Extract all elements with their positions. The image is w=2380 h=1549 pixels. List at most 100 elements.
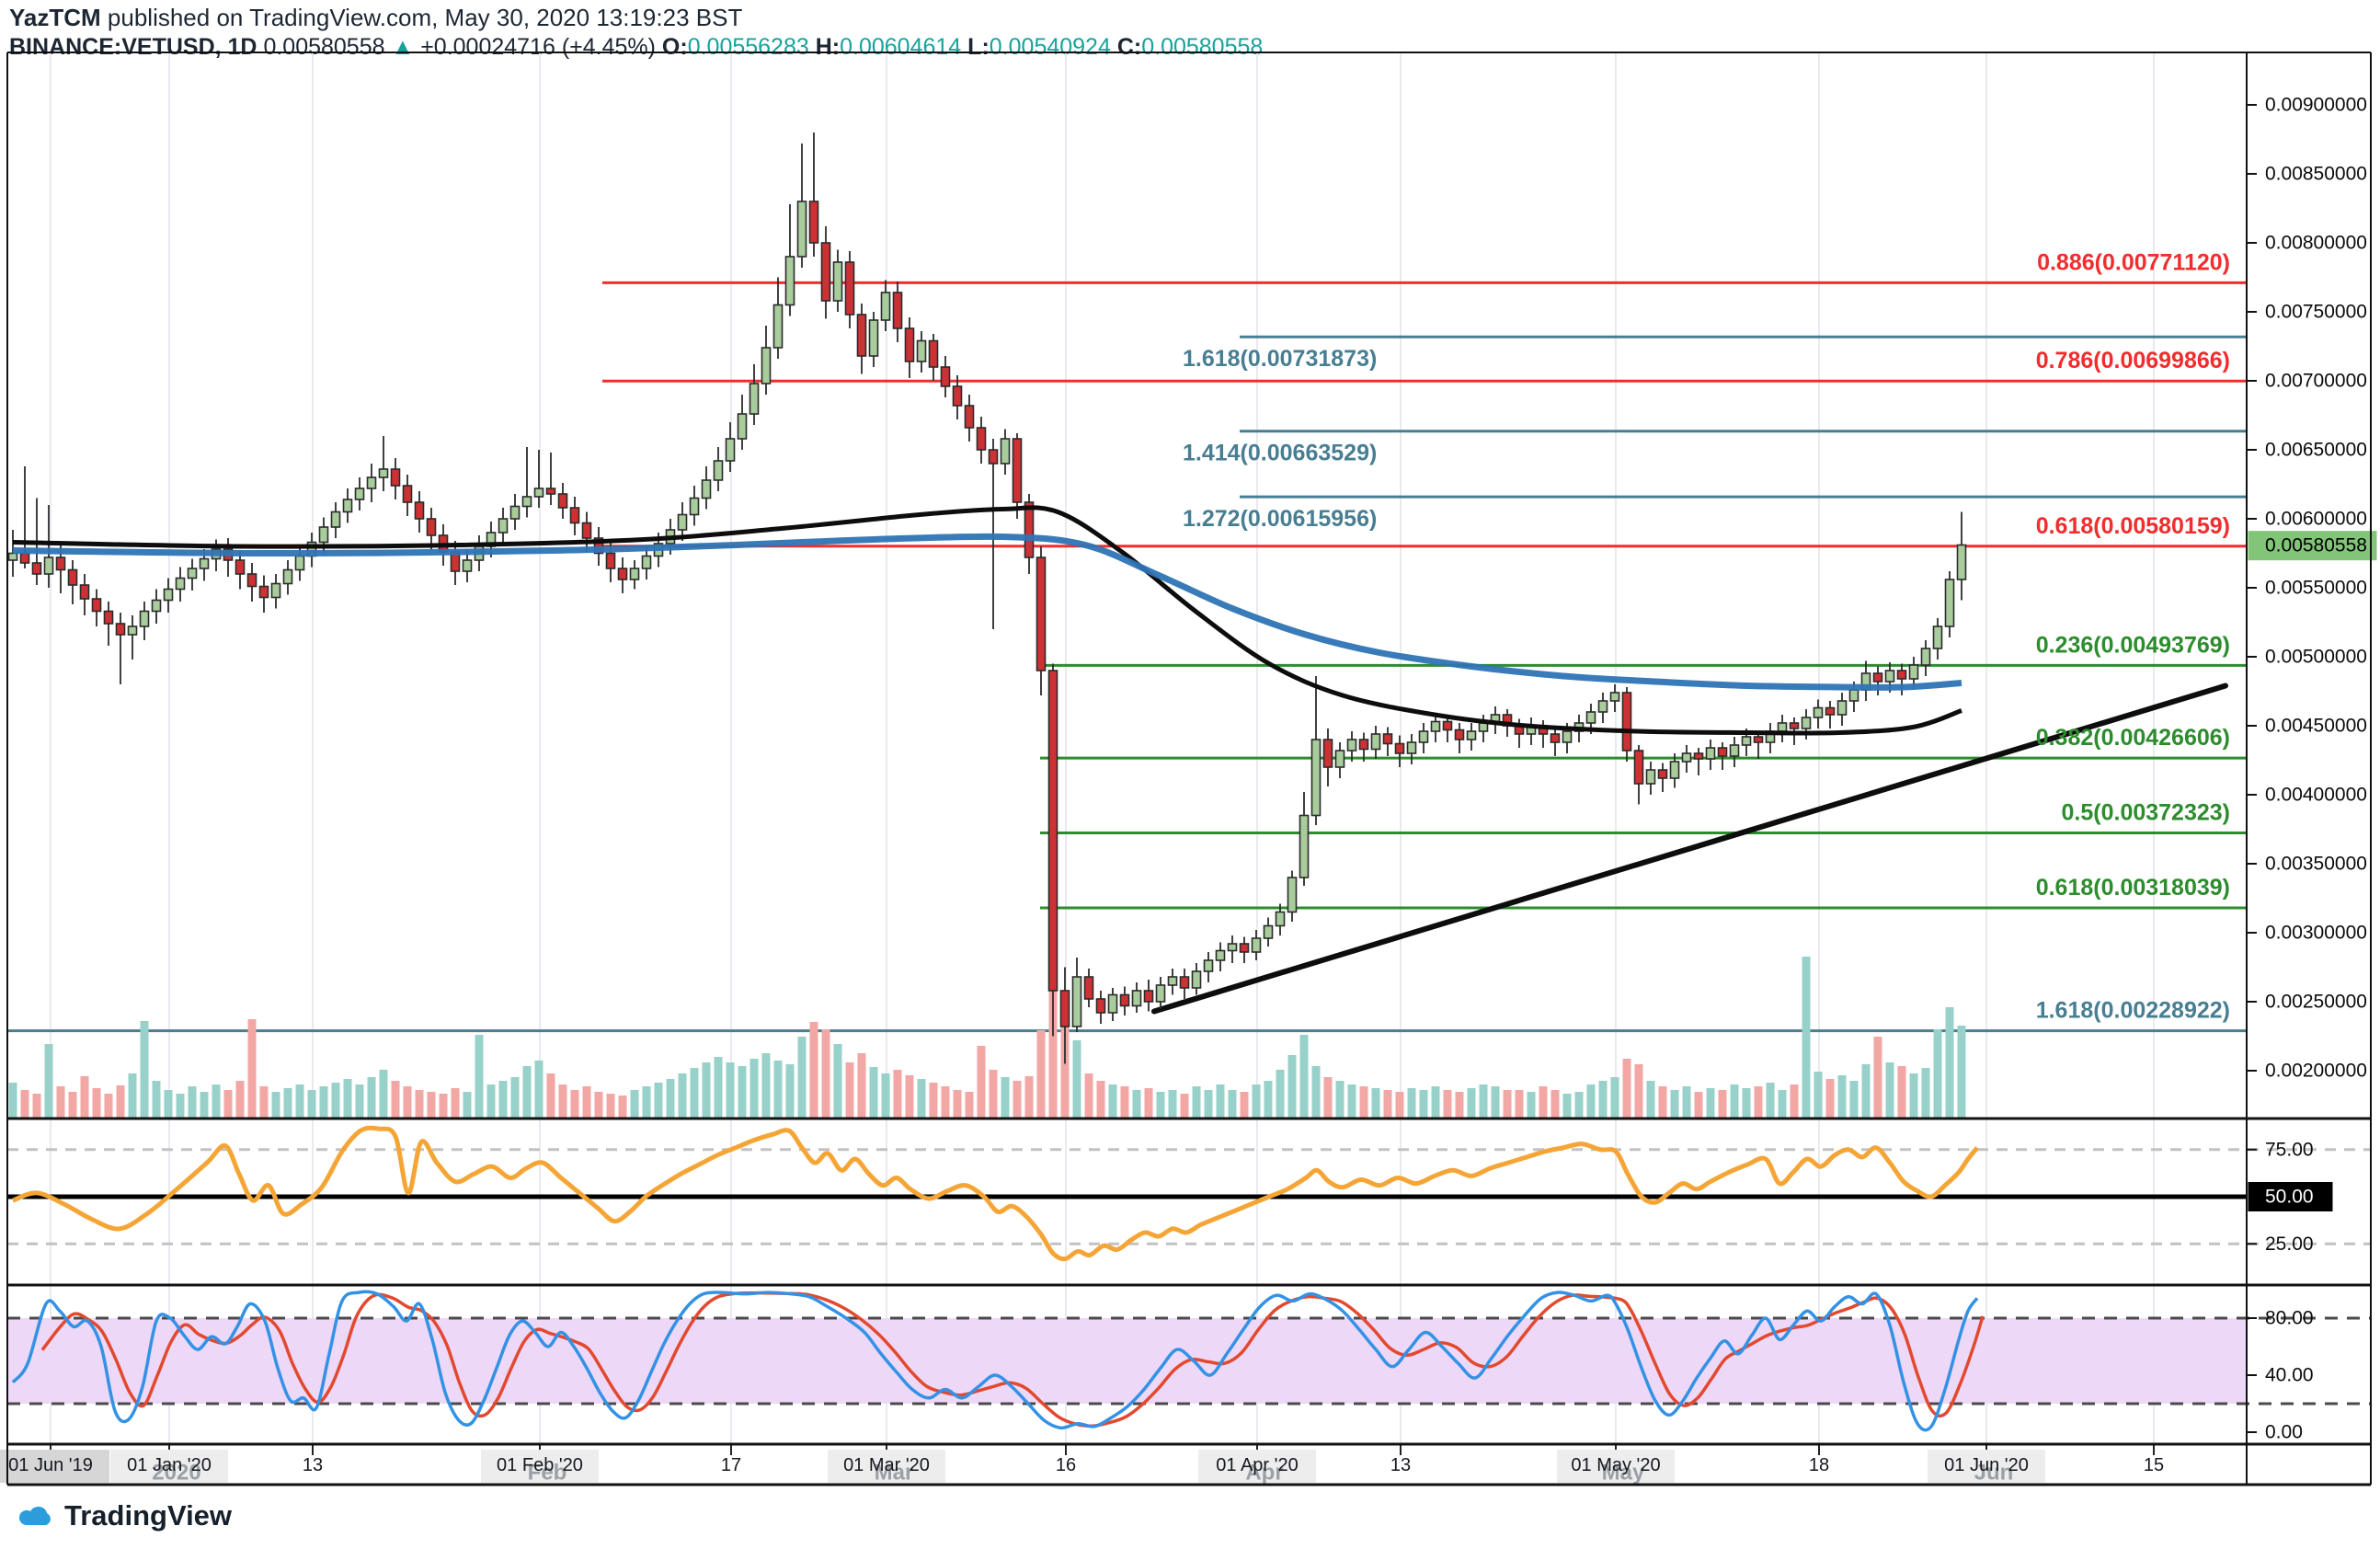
volume-bar	[235, 1081, 245, 1118]
volume-bar	[953, 1090, 962, 1118]
volume-bar	[1778, 1090, 1787, 1118]
volume-bar	[1766, 1083, 1775, 1118]
volume-bar	[1503, 1090, 1512, 1118]
candle-body	[1454, 729, 1465, 740]
fib-extension-label: 1.414(0.00663529)	[1183, 441, 1377, 466]
candle-body	[808, 201, 819, 244]
candle-body	[1681, 752, 1692, 763]
volume-bar	[1443, 1090, 1452, 1118]
volume-bar	[606, 1094, 615, 1118]
candle-body	[55, 556, 66, 571]
candle-body	[784, 256, 795, 306]
current-price-badge	[2248, 531, 2377, 561]
volume-bar	[726, 1062, 735, 1118]
candle-body	[187, 568, 198, 579]
date-label: 16	[1056, 1455, 1076, 1475]
price-axis[interactable]: 0.00900000 0.00850000 0.00800000 0.00750000…	[2247, 95, 2377, 1443]
volume-bar	[367, 1077, 376, 1118]
volume-bar	[164, 1090, 173, 1118]
candle-body	[677, 513, 688, 531]
candle-body	[617, 568, 628, 580]
volume-bar	[1264, 1081, 1273, 1118]
candle-body	[725, 438, 736, 462]
candle-body	[593, 537, 604, 555]
candle-body	[689, 497, 700, 516]
volume-bar	[116, 1085, 125, 1118]
volume-bar	[1706, 1088, 1715, 1118]
volume-bar	[259, 1086, 269, 1118]
rsi-mid-badge-label: 50.00	[2265, 1187, 2314, 1208]
volume-bar	[989, 1070, 998, 1118]
volume-bar	[1132, 1090, 1141, 1118]
volume-bar	[1371, 1088, 1380, 1118]
volume-bar	[881, 1073, 890, 1118]
volume-bar	[1562, 1094, 1572, 1118]
date-label: 01 Jun '20	[1944, 1455, 2029, 1475]
stoch-panel[interactable]	[7, 1290, 2371, 1432]
candle-body	[988, 449, 999, 465]
candle-body	[67, 568, 78, 586]
volume-bar	[1299, 1035, 1309, 1118]
volume-bar	[666, 1079, 675, 1118]
candle-body	[844, 261, 855, 316]
volume-bar	[1072, 1040, 1081, 1118]
stoch-tick-label: 40.00	[2265, 1365, 2314, 1386]
candle-body	[1848, 689, 1859, 702]
candle-body	[1406, 741, 1417, 754]
fib-level-label: 0.786(0.00699866)	[2036, 348, 2230, 373]
volume-bar	[1168, 1090, 1177, 1118]
candle-body	[952, 385, 963, 407]
volume-bar	[630, 1090, 639, 1118]
tradingview-logo[interactable]: TradingView	[13, 1499, 232, 1532]
candle-body	[1024, 501, 1035, 558]
candle-body	[1777, 722, 1788, 732]
fib-level-label: 0.886(0.00771120)	[2037, 249, 2230, 275]
trendline[interactable]	[1151, 683, 2228, 1015]
volume-bar	[1455, 1092, 1464, 1118]
volume-bar	[1204, 1090, 1213, 1118]
ascending-trendline	[1151, 683, 2228, 1015]
candle-body	[1036, 556, 1047, 671]
candle-body	[533, 488, 544, 498]
volume-bar	[1790, 1084, 1799, 1118]
price-tick-label: 0.00850000	[2265, 164, 2367, 185]
logo-text: TradingView	[64, 1499, 233, 1532]
candle-body	[1203, 959, 1214, 972]
fib-level-label: 0.5(0.00372323)	[2062, 800, 2230, 826]
rsi-panel[interactable]	[7, 1125, 2371, 1262]
volume-bar	[451, 1088, 460, 1118]
candle-body	[1872, 672, 1883, 683]
date-ghost-label: May	[1602, 1461, 1645, 1486]
volume-bar	[738, 1066, 747, 1118]
volume-bar	[809, 1022, 818, 1118]
volume-bar	[1885, 1062, 1894, 1118]
volume-bar	[152, 1081, 161, 1118]
volume-bar	[678, 1073, 687, 1118]
candle-body	[246, 573, 257, 588]
volume-bar	[379, 1070, 388, 1118]
fib-extension-label: 1.618(0.00731873)	[1183, 346, 1377, 372]
volume-bar	[1120, 1086, 1129, 1118]
date-highlight-box	[1198, 1450, 1316, 1483]
candle-body	[1693, 752, 1704, 760]
volume-bar	[690, 1068, 699, 1118]
date-highlight-box	[1928, 1450, 2045, 1483]
volume-bar	[1515, 1090, 1524, 1118]
candle-body	[127, 625, 138, 636]
volume-bar	[391, 1081, 400, 1118]
frame-borders	[6, 52, 2372, 1486]
volume-bar	[1754, 1086, 1763, 1118]
candle-body	[641, 555, 652, 569]
candle-body	[1227, 943, 1238, 952]
volume-bar	[1216, 1084, 1225, 1118]
volume-bar	[618, 1096, 627, 1118]
volume-layer	[8, 957, 1966, 1118]
candle-body	[1430, 720, 1441, 732]
volume-bar	[307, 1090, 316, 1118]
fib-lines-layer[interactable]	[7, 281, 2247, 1033]
candle-body	[354, 488, 365, 500]
moving-averages-layer[interactable]	[12, 505, 1962, 736]
price-tick-label: 0.00500000	[2265, 647, 2367, 668]
